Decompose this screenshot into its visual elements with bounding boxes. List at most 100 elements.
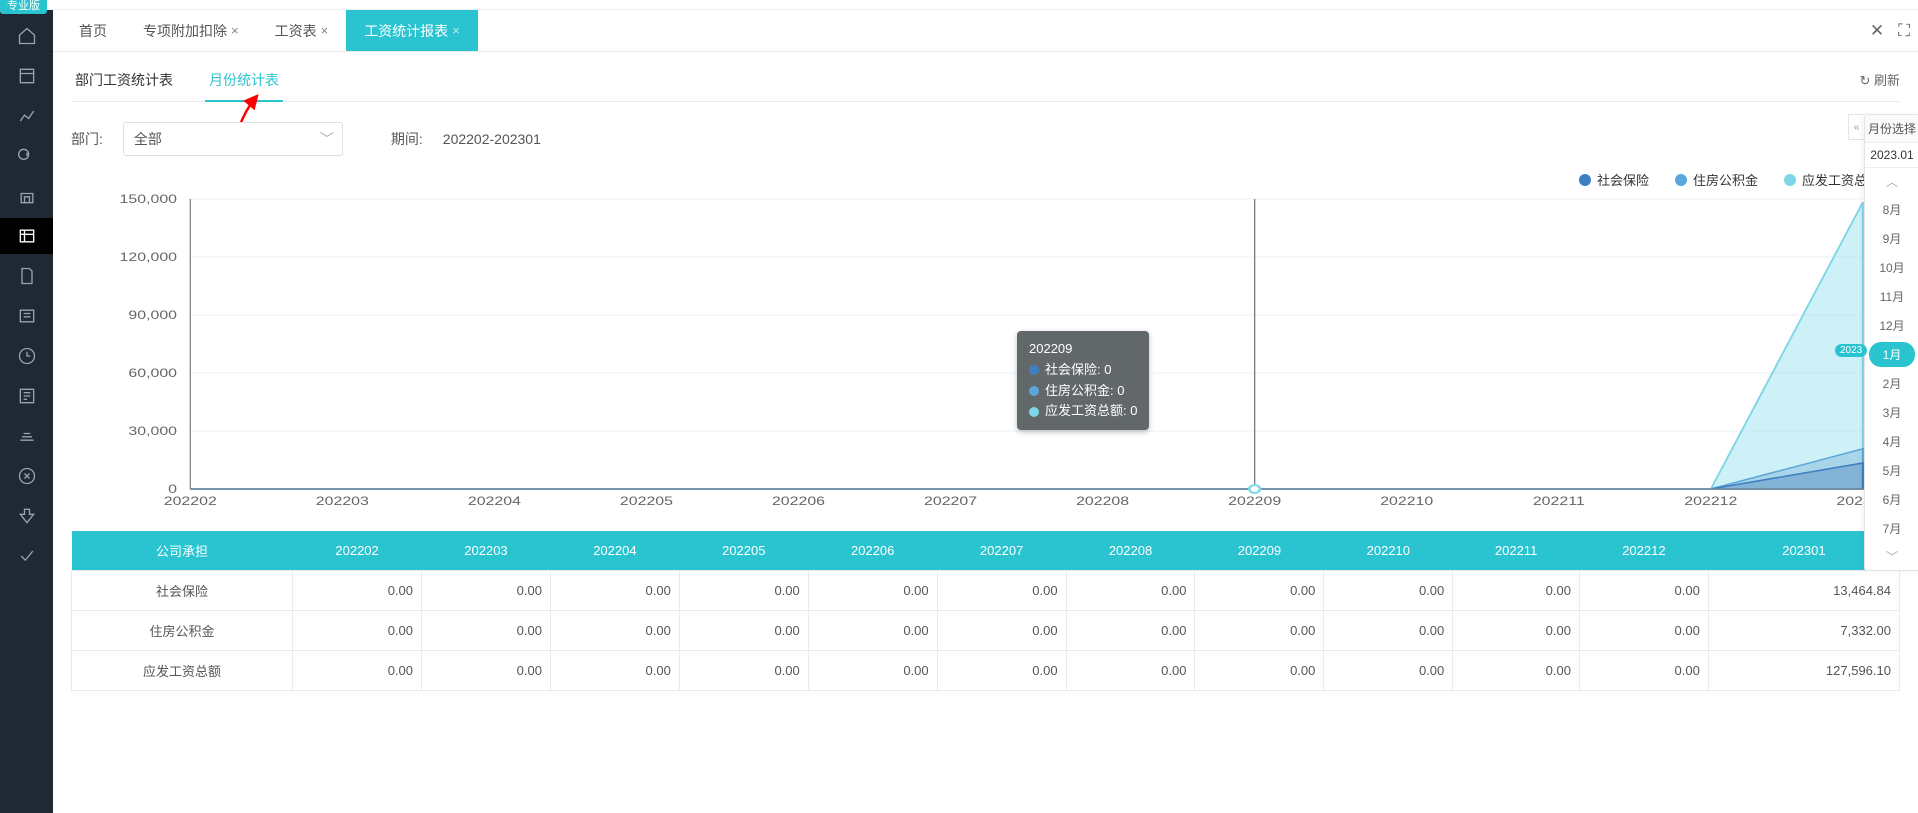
tab-close-icon[interactable]: × [452, 23, 460, 38]
sidebar-item-3[interactable] [0, 138, 53, 174]
tab-label: 专项附加扣除 [143, 21, 227, 41]
tooltip-dot-icon [1029, 386, 1039, 396]
month-item[interactable]: 10月 [1865, 253, 1918, 282]
panel-collapse-icon[interactable]: « [1848, 114, 1864, 140]
table-cell: 0.00 [1453, 611, 1580, 651]
edition-badge: 专业版 [0, 0, 47, 14]
svg-text:202207: 202207 [924, 494, 977, 508]
table-header: 202211 [1453, 531, 1580, 571]
table-cell: 0.00 [1579, 571, 1708, 611]
legend-item[interactable]: 住房公积金 [1675, 170, 1758, 189]
month-item[interactable]: 5月 [1865, 456, 1918, 485]
table-header: 202204 [550, 531, 679, 571]
table-cell: 0.00 [1579, 651, 1708, 691]
sidebar-item-0[interactable] [0, 18, 53, 54]
svg-text:202212: 202212 [1684, 494, 1737, 508]
month-item[interactable]: 3月 [1865, 398, 1918, 427]
legend-dot-icon [1784, 174, 1796, 186]
table-cell: 0.00 [1195, 571, 1324, 611]
sidebar-item-10[interactable] [0, 418, 53, 454]
month-next-icon[interactable]: ﹀ [1865, 543, 1918, 570]
table-cell: 0.00 [1324, 611, 1453, 651]
sidebar-item-8[interactable] [0, 338, 53, 374]
table-cell: 127,596.10 [1708, 651, 1899, 691]
table-cell: 0.00 [679, 611, 808, 651]
table-cell: 0.00 [422, 651, 551, 691]
table-cell: 0.00 [293, 571, 422, 611]
month-item[interactable]: 9月 [1865, 224, 1918, 253]
month-item[interactable]: 1月2023 [1869, 342, 1915, 367]
month-item[interactable]: 2月 [1865, 369, 1918, 398]
tab-首页[interactable]: 首页 [61, 10, 125, 51]
sidebar-item-2[interactable] [0, 98, 53, 134]
sidebar-item-4[interactable] [0, 178, 53, 214]
legend-dot-icon [1579, 174, 1591, 186]
tooltip-row: 应发工资总额: 0 [1045, 401, 1137, 422]
table-cell: 0.00 [1066, 651, 1195, 691]
sidebar-item-12[interactable] [0, 498, 53, 534]
month-item[interactable]: 6月 [1865, 485, 1918, 514]
month-item[interactable]: 7月 [1865, 514, 1918, 543]
month-item[interactable]: 8月 [1865, 195, 1918, 224]
subtab-月份统计表[interactable]: 月份统计表 [205, 62, 283, 102]
month-item[interactable]: 4月 [1865, 427, 1918, 456]
data-table: 公司承担202202202203202204202205202206202207… [71, 531, 1900, 691]
table-header: 202212 [1579, 531, 1708, 571]
table-header: 公司承担 [72, 531, 293, 571]
tooltip-dot-icon [1029, 407, 1039, 417]
tab-工资表[interactable]: 工资表 × [257, 10, 347, 51]
tooltip-row: 社会保险: 0 [1045, 360, 1111, 381]
month-item[interactable]: 12月 [1865, 311, 1918, 340]
filter-bar: 部门: 全部 ﹀ 期间: 202202-202301 [71, 102, 1900, 166]
sidebar-item-5[interactable] [0, 218, 53, 254]
table-header: 202205 [679, 531, 808, 571]
subtab-部门工资统计表[interactable]: 部门工资统计表 [71, 62, 177, 101]
table-cell: 0.00 [1324, 571, 1453, 611]
table-row: 应发工资总额0.000.000.000.000.000.000.000.000.… [72, 651, 1900, 691]
tab-专项附加扣除[interactable]: 专项附加扣除 × [125, 10, 257, 51]
dept-select[interactable]: 全部 ﹀ [123, 122, 343, 156]
sidebar-item-6[interactable] [0, 258, 53, 294]
period-label: 期间: [391, 129, 423, 149]
table-cell: 0.00 [550, 651, 679, 691]
sidebar-item-1[interactable] [0, 58, 53, 94]
table-header: 202209 [1195, 531, 1324, 571]
sidebar-item-11[interactable] [0, 458, 53, 494]
svg-text:120,000: 120,000 [120, 250, 178, 264]
month-item[interactable]: 11月 [1865, 282, 1918, 311]
table-cell: 0.00 [1066, 571, 1195, 611]
sidebar-item-9[interactable] [0, 378, 53, 414]
sidebar [0, 10, 53, 813]
svg-text:202202: 202202 [164, 494, 217, 508]
tooltip-dot-icon [1029, 365, 1039, 375]
tab-close-icon[interactable]: × [231, 23, 239, 38]
legend-item[interactable]: 社会保险 [1579, 170, 1649, 189]
close-all-icon[interactable]: ✕ [1870, 21, 1884, 41]
tab-label: 工资表 [275, 21, 317, 41]
sidebar-item-7[interactable] [0, 298, 53, 334]
table-header: 202202 [293, 531, 422, 571]
table-row: 住房公积金0.000.000.000.000.000.000.000.000.0… [72, 611, 1900, 651]
tab-label: 首页 [79, 21, 107, 41]
table-cell: 0.00 [293, 611, 422, 651]
chart: 030,00060,00090,000120,000150,0002022022… [71, 189, 1900, 519]
legend-label: 住房公积金 [1693, 170, 1758, 189]
svg-text:202204: 202204 [468, 494, 521, 508]
month-prev-icon[interactable]: ︿ [1865, 168, 1918, 195]
refresh-button[interactable]: ↻ 刷新 [1859, 70, 1900, 89]
tab-strip: 首页专项附加扣除×工资表×工资统计报表× ✕ ⛶ [53, 10, 1918, 52]
fullscreen-icon[interactable]: ⛶ [1898, 21, 1910, 41]
table-cell: 0.00 [1453, 571, 1580, 611]
table-cell: 0.00 [808, 571, 937, 611]
tab-close-icon[interactable]: × [321, 23, 329, 38]
table-cell: 0.00 [422, 571, 551, 611]
tab-工资统计报表[interactable]: 工资统计报表× [346, 10, 478, 51]
svg-text:202209: 202209 [1228, 494, 1281, 508]
table-cell: 0.00 [550, 571, 679, 611]
table-cell: 0.00 [808, 651, 937, 691]
table-row: 社会保险0.000.000.000.000.000.000.000.000.00… [72, 571, 1900, 611]
sidebar-item-13[interactable] [0, 538, 53, 574]
table-header: 202207 [937, 531, 1066, 571]
table-cell: 0.00 [550, 611, 679, 651]
chart-tooltip: 202209社会保险: 0住房公积金: 0应发工资总额: 0 [1017, 331, 1149, 430]
